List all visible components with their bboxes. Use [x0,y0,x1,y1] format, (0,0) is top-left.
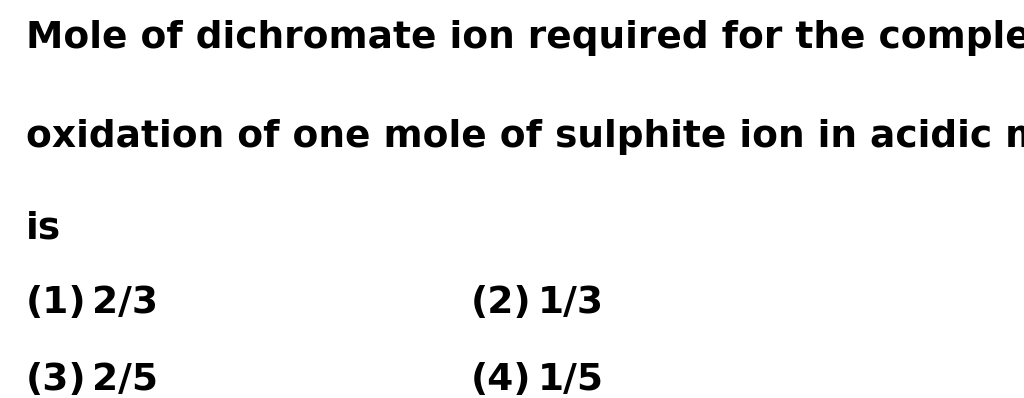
Text: 2/5: 2/5 [92,362,158,398]
Text: 2/3: 2/3 [92,285,158,320]
Text: oxidation of one mole of sulphite ion in acidic medium: oxidation of one mole of sulphite ion in… [26,119,1024,155]
Text: Mole of dichromate ion required for the complete: Mole of dichromate ion required for the … [26,20,1024,56]
Text: is: is [26,211,60,247]
Text: (2): (2) [471,285,531,320]
Text: (1): (1) [26,285,86,320]
Text: 1/5: 1/5 [538,362,603,398]
Text: 1/3: 1/3 [538,285,603,320]
Text: (4): (4) [471,362,531,398]
Text: (3): (3) [26,362,86,398]
